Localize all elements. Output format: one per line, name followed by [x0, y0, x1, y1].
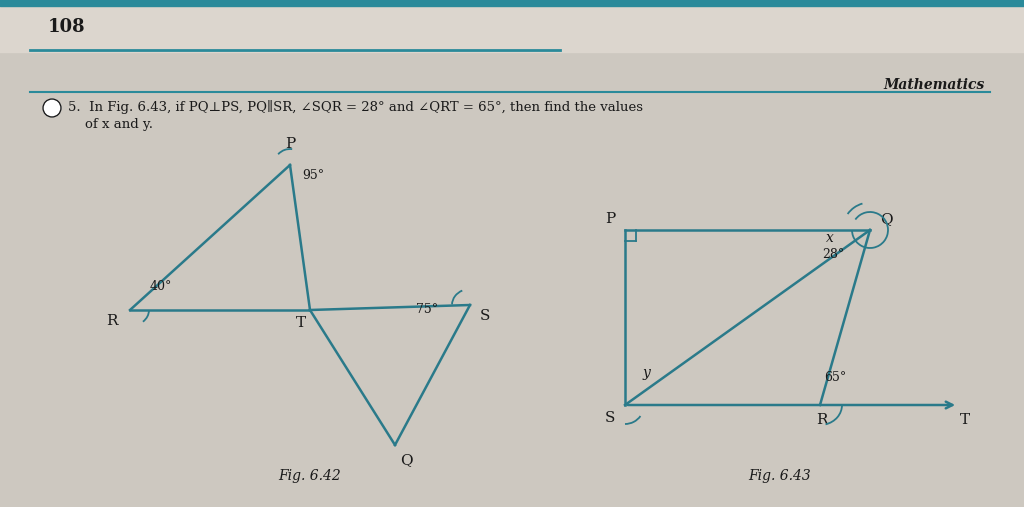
Text: y: y — [643, 366, 651, 380]
Text: of x and y.: of x and y. — [68, 118, 153, 131]
Text: 75°: 75° — [416, 303, 438, 316]
Text: R: R — [816, 413, 827, 427]
Text: Fig. 6.42: Fig. 6.42 — [279, 469, 341, 483]
Text: T: T — [296, 316, 306, 330]
Circle shape — [43, 99, 61, 117]
Text: 95°: 95° — [302, 169, 325, 182]
Text: P: P — [285, 137, 295, 151]
Text: P: P — [605, 212, 615, 226]
Text: S: S — [604, 411, 615, 425]
Text: 28°: 28° — [822, 248, 844, 261]
Text: Q: Q — [880, 212, 893, 226]
Text: x: x — [826, 231, 834, 245]
Text: S: S — [480, 309, 490, 323]
Text: Fig. 6.43: Fig. 6.43 — [749, 469, 811, 483]
Text: 40°: 40° — [150, 280, 172, 293]
Text: 108: 108 — [48, 18, 86, 36]
Text: 65°: 65° — [824, 371, 846, 384]
Text: 5.  In Fig. 6.43, if PQ⊥PS, PQ∥SR, ∠SQR = 28° and ∠QRT = 65°, then find the valu: 5. In Fig. 6.43, if PQ⊥PS, PQ∥SR, ∠SQR =… — [68, 100, 643, 114]
Text: T: T — [961, 413, 970, 427]
Text: R: R — [106, 314, 118, 328]
Text: Q: Q — [400, 453, 413, 467]
Text: Mathematics: Mathematics — [884, 78, 985, 92]
